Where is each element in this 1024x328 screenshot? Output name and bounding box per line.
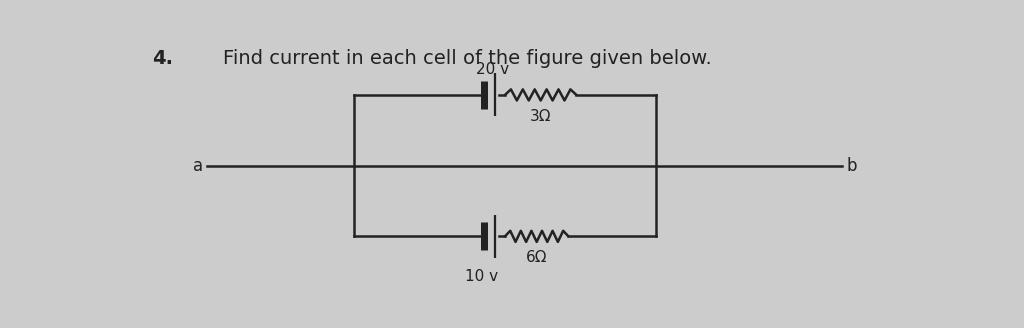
Text: 6Ω: 6Ω <box>526 250 548 265</box>
Text: a: a <box>194 157 204 174</box>
Text: 20 v: 20 v <box>476 62 510 77</box>
Text: 3Ω: 3Ω <box>530 109 551 124</box>
Text: b: b <box>846 157 857 174</box>
Text: 10 v: 10 v <box>465 269 498 284</box>
Text: 4.: 4. <box>152 50 173 69</box>
Text: Find current in each cell of the figure given below.: Find current in each cell of the figure … <box>223 50 712 69</box>
